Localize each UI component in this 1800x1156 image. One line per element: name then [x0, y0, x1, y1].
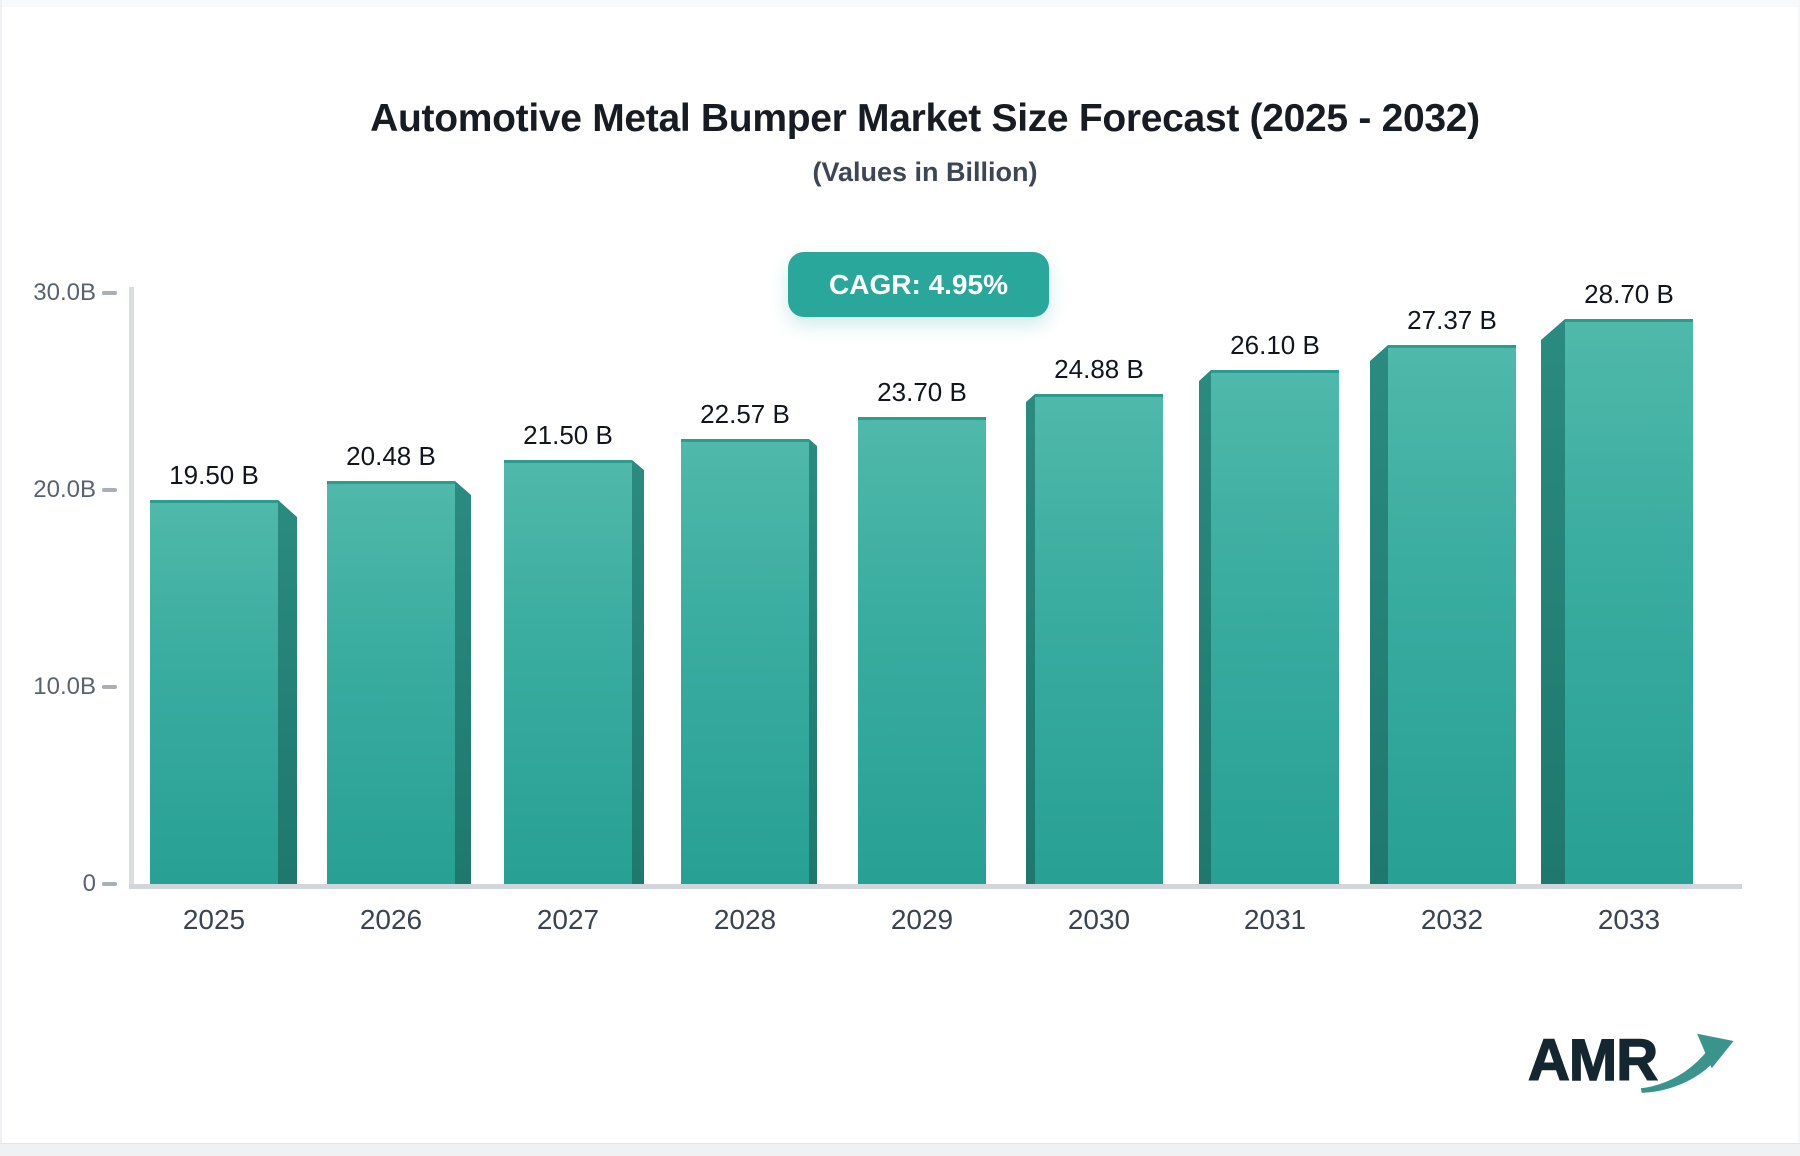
x-axis-label: 2026	[359, 904, 423, 935]
bar-3d-side	[1199, 370, 1211, 884]
left-edge	[0, 0, 2, 1156]
bar-3d-side	[278, 500, 297, 884]
growth-arrow-icon	[1640, 1033, 1734, 1093]
right-edge	[1798, 0, 1800, 1156]
bar	[681, 439, 809, 884]
bar-value-label: 26.10 B	[1230, 330, 1320, 360]
bar	[150, 500, 278, 884]
amr-logo: AMR	[1527, 1028, 1739, 1096]
bar-value-label: 27.37 B	[1407, 305, 1497, 335]
cagr-badge: CAGR: 4.95%	[788, 252, 1049, 317]
bar	[1211, 370, 1339, 884]
top-edge	[0, 0, 1800, 7]
bar-value-label: 19.50 B	[169, 460, 259, 490]
y-axis-tick-label: 20.0B	[33, 476, 96, 503]
bar-3d-side	[1370, 345, 1388, 884]
x-axis-label: 2025	[182, 904, 246, 935]
y-axis-tick-mark	[102, 685, 117, 689]
bar-3d-side	[455, 481, 471, 884]
chart-header: Automotive Metal Bumper Market Size Fore…	[50, 96, 1800, 188]
bottom-edge	[0, 1143, 1800, 1156]
y-axis-tick-mark	[102, 882, 117, 886]
x-axis-label: 2029	[890, 904, 954, 935]
bar-value-label: 22.57 B	[700, 399, 790, 429]
y-axis-tick-label: 30.0B	[33, 279, 96, 306]
x-axis-label: 2027	[536, 904, 600, 935]
bar-value-label: 20.48 B	[346, 441, 436, 471]
page-subtitle: (Values in Billion)	[812, 157, 1038, 187]
x-axis-line	[129, 884, 1742, 889]
y-axis-tick-mark	[102, 291, 117, 295]
y-axis-tick-mark	[102, 488, 117, 492]
x-axis-label: 2030	[1067, 904, 1131, 935]
x-axis-label: 2032	[1420, 904, 1484, 935]
bar-value-label: 24.88 B	[1054, 354, 1144, 384]
page-title: Automotive Metal Bumper Market Size Fore…	[370, 97, 1480, 140]
bar	[858, 417, 986, 884]
amr-logo-text: AMR	[1527, 1028, 1658, 1093]
bar	[1565, 319, 1693, 884]
bar-value-label: 21.50 B	[523, 420, 613, 450]
bar-value-label: 23.70 B	[877, 377, 967, 407]
y-axis-tick-label: 10.0B	[33, 673, 96, 700]
x-axis-label: 2031	[1243, 904, 1307, 935]
bar	[1388, 345, 1516, 884]
bar	[1035, 394, 1163, 884]
bar	[504, 460, 632, 884]
bar-value-label: 28.70 B	[1584, 279, 1674, 309]
bar	[327, 481, 455, 884]
bar-3d-side	[809, 439, 817, 884]
x-axis-label: 2033	[1597, 904, 1661, 935]
x-axis-label: 2028	[713, 904, 777, 935]
bar-3d-side	[1541, 319, 1565, 884]
y-axis-tick-label: 0	[82, 870, 96, 897]
y-axis-line	[129, 287, 134, 889]
bar-3d-side	[1026, 394, 1035, 884]
bar-3d-side	[632, 460, 644, 884]
